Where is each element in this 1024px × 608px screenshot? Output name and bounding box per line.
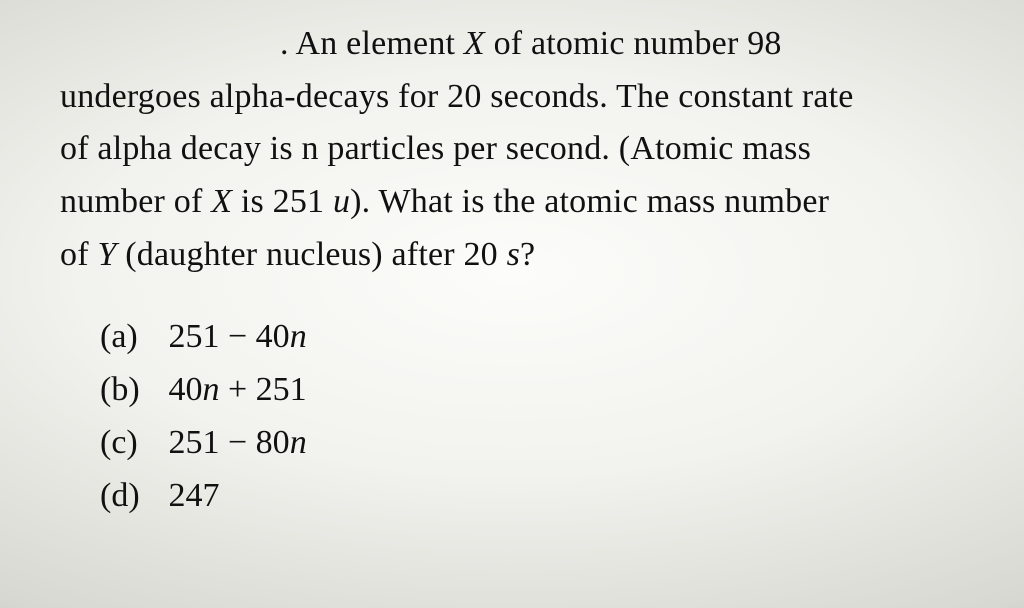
element-x: X	[464, 25, 485, 62]
option-b-expr-post: + 251	[220, 371, 307, 408]
element-x-2: X	[211, 183, 232, 220]
option-d-label: (d)	[100, 470, 160, 521]
duration: 20	[447, 78, 481, 115]
atomic-number: 98	[747, 25, 781, 62]
q-l2a: undergoes alpha-decays for	[60, 78, 447, 115]
option-b-var: n	[203, 371, 220, 408]
q-l5c: ?	[520, 236, 535, 273]
q-l3b: particles per second. (Atomic mass	[319, 130, 811, 167]
mass-number: 251	[273, 183, 325, 220]
q-l2b: seconds. The constant rate	[482, 78, 854, 115]
option-a-var: n	[290, 318, 307, 355]
option-b[interactable]: (b) 40n + 251	[100, 364, 964, 415]
options-list: (a) 251 − 40n (b) 40n + 251 (c) 251 − 80…	[100, 311, 964, 521]
q-l1b: of atomic number	[485, 25, 747, 62]
option-d-expr-pre: 247	[169, 477, 220, 514]
q-l1a: An element	[289, 25, 464, 62]
lead-period: .	[280, 25, 289, 62]
q-l4b: is	[232, 183, 272, 220]
after-time: 20	[463, 236, 506, 273]
daughter-y: Y	[97, 236, 116, 273]
q-l4a: number of	[60, 183, 211, 220]
q-l5b: (daughter nucleus) after	[117, 236, 464, 273]
question-text: . An element X of atomic number 98 under…	[60, 18, 964, 281]
time-unit: s	[507, 236, 520, 273]
option-c-expr-pre: 251 − 80	[169, 424, 290, 461]
option-c[interactable]: (c) 251 − 80n	[100, 417, 964, 468]
page-container: . An element X of atomic number 98 under…	[60, 18, 964, 523]
q-l3a: of alpha decay is	[60, 130, 302, 167]
rate-n: n	[302, 130, 319, 167]
q-l4c: ). What is the atomic mass number	[350, 183, 829, 220]
option-b-label: (b)	[100, 364, 160, 415]
option-d[interactable]: (d) 247	[100, 470, 964, 521]
option-c-var: n	[290, 424, 307, 461]
option-a-expr-pre: 251 − 40	[169, 318, 290, 355]
option-b-expr-pre: 40	[169, 371, 203, 408]
mass-unit: u	[324, 183, 350, 220]
option-a[interactable]: (a) 251 − 40n	[100, 311, 964, 362]
q-l5a: of	[60, 236, 97, 273]
option-c-label: (c)	[100, 417, 160, 468]
option-a-label: (a)	[100, 311, 160, 362]
